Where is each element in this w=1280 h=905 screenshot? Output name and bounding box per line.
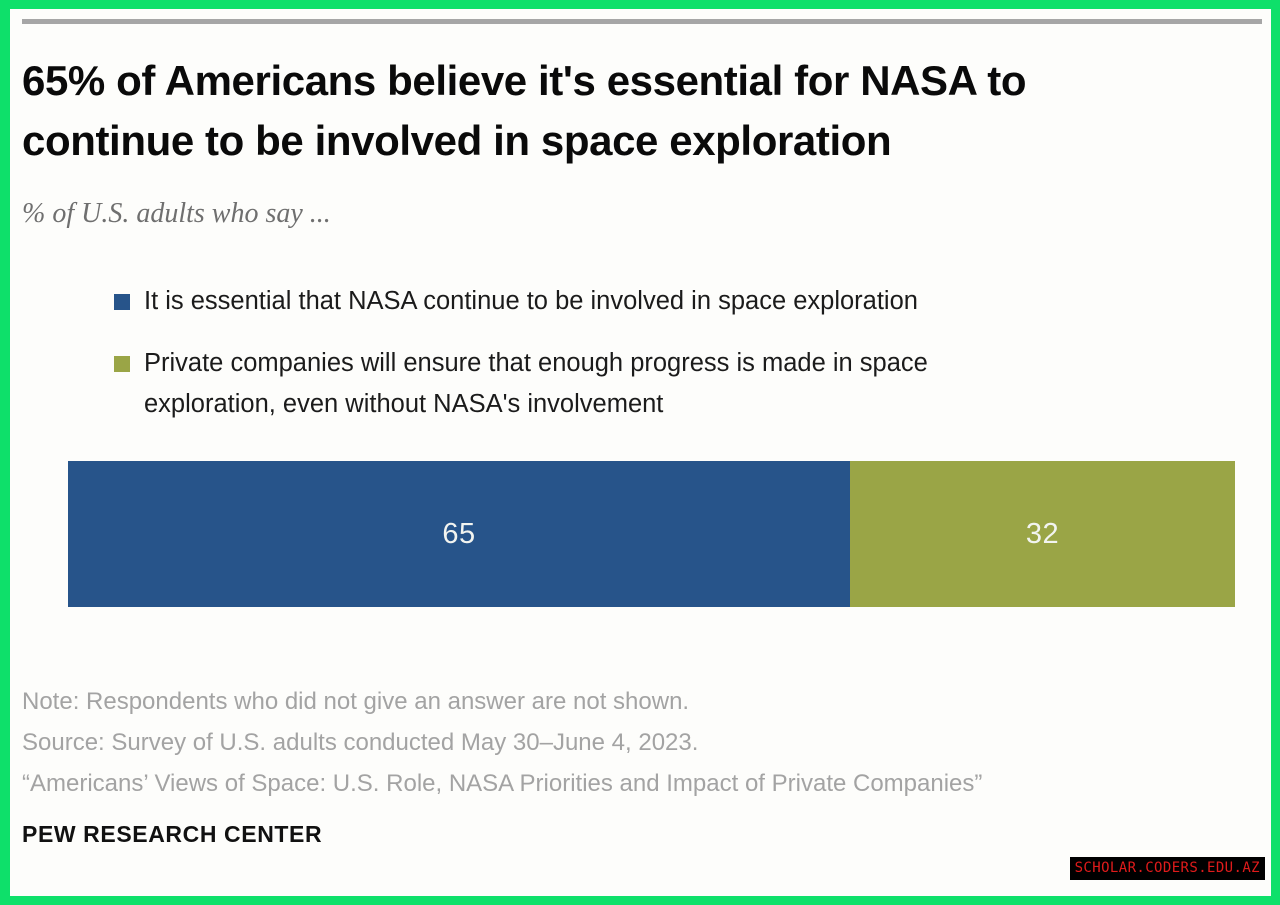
note-line-source: Source: Survey of U.S. adults conducted … — [22, 729, 699, 756]
watermark: SCHOLAR.CODERS.EDU.AZ — [1069, 857, 1265, 880]
bar-segment-private-companies: 32 — [850, 461, 1235, 607]
chart-card: 65% of Americans believe it's essential … — [10, 9, 1271, 896]
note-line-respondents: Note: Respondents who did not give an an… — [22, 688, 690, 715]
note-line-report-title: “Americans’ Views of Space: U.S. Role, N… — [22, 770, 983, 797]
chart-legend: It is essential that NASA continue to be… — [114, 281, 1234, 446]
legend-swatch-icon-private-companies — [114, 356, 130, 372]
chart-subtitle: % of U.S. adults who say ... — [22, 198, 331, 229]
top-divider-rule — [22, 19, 1262, 24]
legend-swatch-icon-essential — [114, 294, 130, 310]
bar-value-essential: 65 — [442, 517, 476, 550]
bar-value-private-companies: 32 — [1025, 517, 1060, 550]
page-title: 65% of Americans believe it's essential … — [22, 57, 1027, 164]
legend-item-private-companies: Private companies will ensure that enoug… — [114, 343, 1234, 425]
legend-item-essential: It is essential that NASA continue to be… — [114, 281, 1234, 322]
chart-notes: Note: Respondents who did not give an an… — [22, 681, 1252, 804]
bar-segment-essential: 65 — [68, 461, 850, 607]
stacked-bar-chart: 65 32 — [68, 461, 1235, 607]
legend-label-essential: It is essential that NASA continue to be… — [144, 287, 918, 315]
pew-research-center-brand: PEW RESEARCH CENTER — [22, 821, 323, 847]
legend-label-private-companies: Private companies will ensure that enoug… — [144, 349, 928, 418]
